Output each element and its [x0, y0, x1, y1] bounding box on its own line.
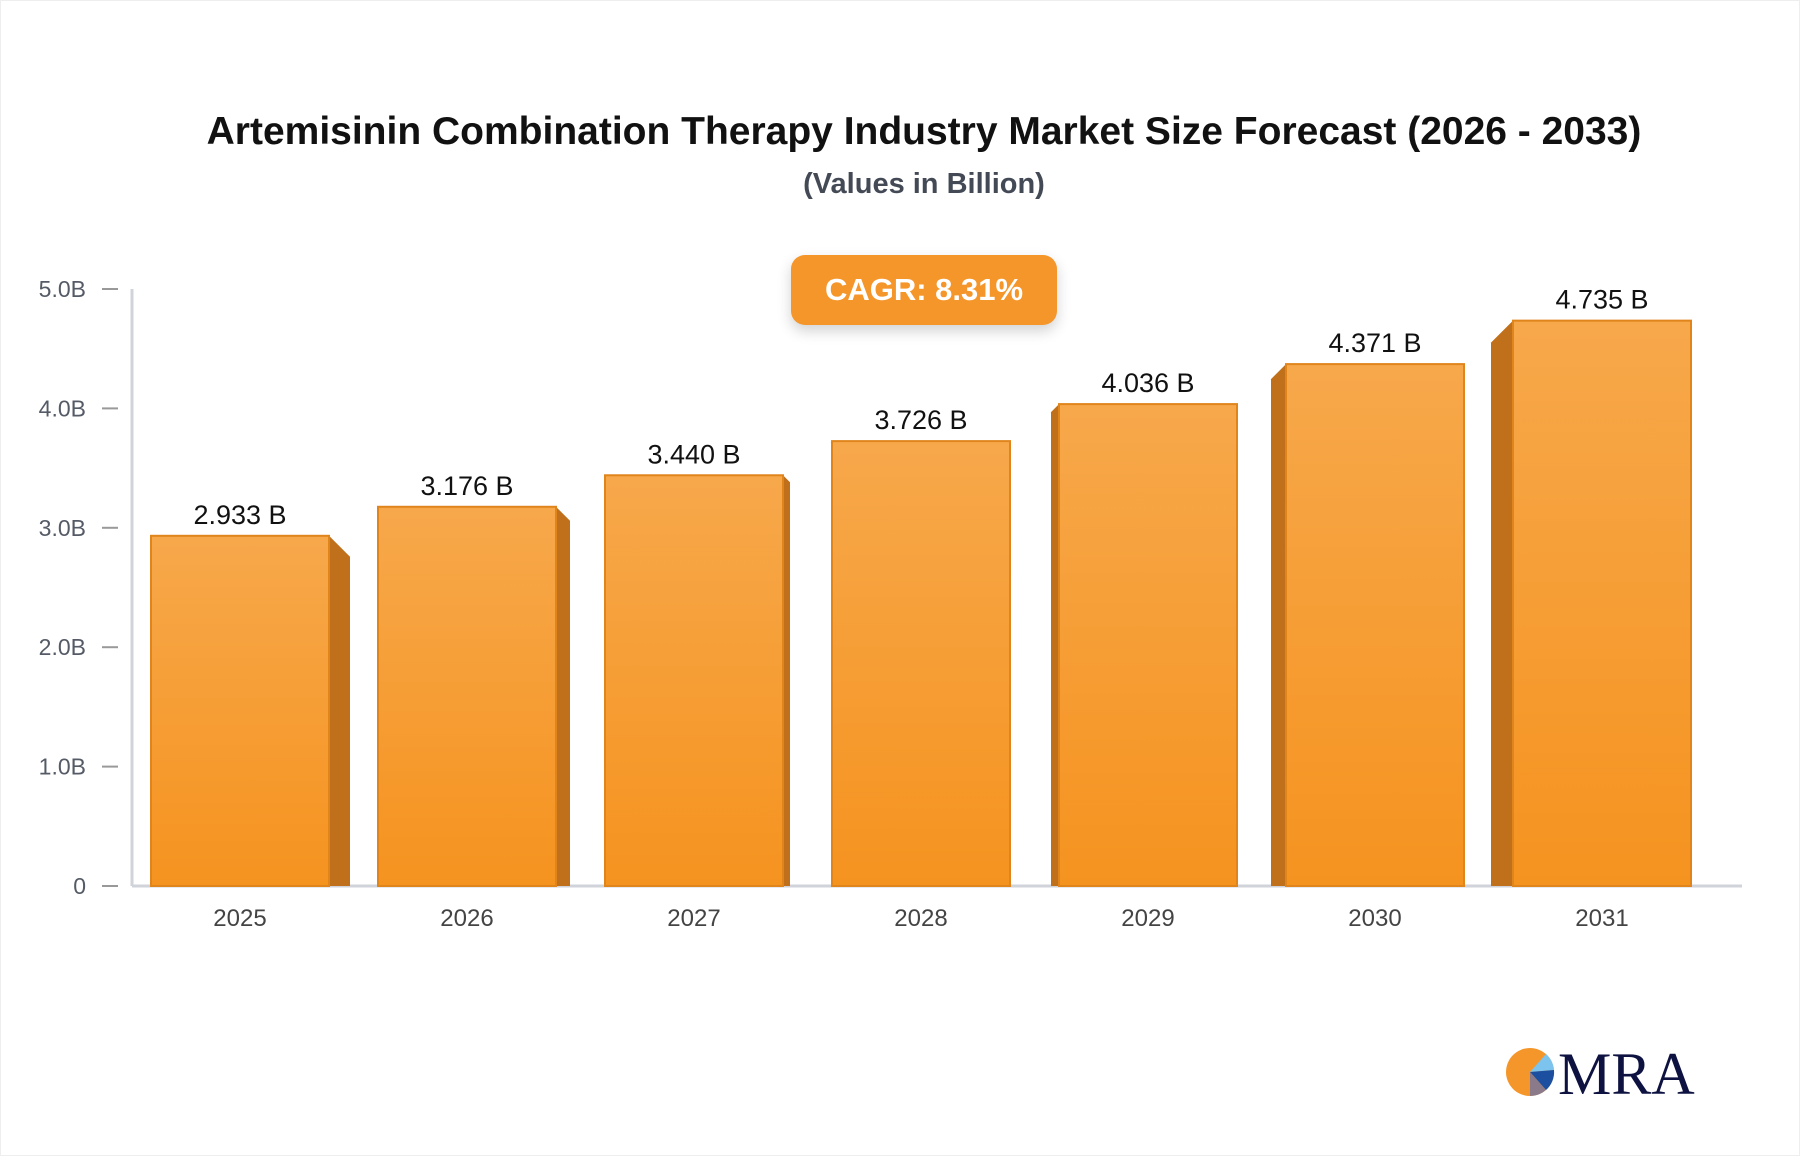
data-label: 3.440 B [647, 439, 740, 469]
data-label: 3.176 B [420, 471, 513, 501]
bar-side [1491, 320, 1513, 886]
chart-title: Artemisinin Combination Therapy Industry… [206, 110, 1642, 153]
data-label: 4.735 B [1555, 285, 1648, 315]
x-tick-label: 2028 [894, 905, 947, 932]
bar-side [783, 475, 790, 886]
x-tick-label: 2029 [1121, 905, 1174, 932]
logo-pie-icon: MRA [1506, 1041, 1695, 1100]
data-label: 2.933 B [193, 500, 286, 530]
bar-2030 [1285, 363, 1465, 887]
bar-side [1051, 404, 1059, 886]
y-tick-label: 2.0B [39, 634, 86, 660]
y-tick-label: 0 [73, 873, 86, 899]
bar-2027 [604, 474, 784, 887]
y-tick-label: 1.0B [39, 754, 86, 780]
bar-2026 [377, 505, 557, 887]
bar-side [329, 535, 350, 886]
x-tick-label: 2030 [1348, 905, 1401, 932]
data-label: 4.036 B [1101, 368, 1194, 398]
bar-side [556, 506, 570, 886]
bar-2025 [150, 534, 330, 887]
bar-2031 [1512, 319, 1692, 887]
cagr-badge: CAGR: 8.31% [791, 255, 1057, 325]
bar-2028 [831, 440, 1011, 887]
x-tick-label: 2027 [667, 905, 720, 932]
logo-text: MRA [1558, 1041, 1695, 1100]
y-tick-label: 5.0B [39, 276, 86, 302]
x-tick-label: 2026 [440, 905, 493, 932]
bar-2029 [1058, 403, 1238, 887]
bar-side [1271, 364, 1286, 886]
x-tick-label: 2025 [213, 905, 266, 932]
data-label: 4.371 B [1328, 328, 1421, 358]
x-tick-label: 2031 [1575, 905, 1628, 932]
data-label: 3.726 B [874, 405, 967, 435]
chart-subtitle: (Values in Billion) [803, 168, 1045, 200]
mra-logo: MRA [1506, 1040, 1696, 1100]
y-tick-label: 3.0B [39, 515, 86, 541]
y-tick-label: 4.0B [39, 395, 86, 421]
